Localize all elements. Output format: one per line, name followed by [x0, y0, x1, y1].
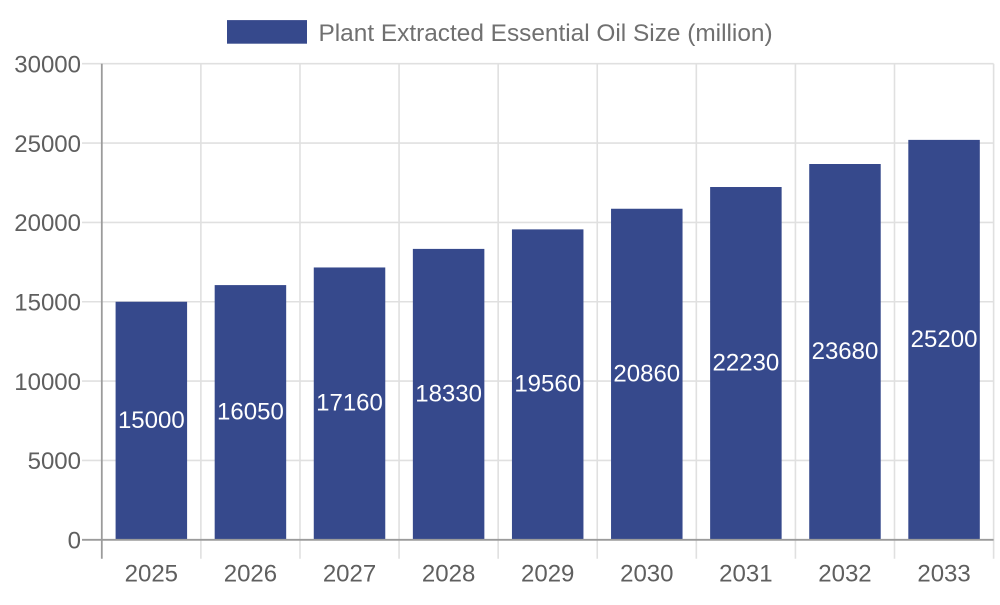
- svg-text:25000: 25000: [14, 131, 81, 158]
- svg-text:2030: 2030: [620, 561, 673, 588]
- svg-text:19560: 19560: [514, 371, 581, 398]
- svg-text:20860: 20860: [613, 360, 680, 387]
- svg-text:0: 0: [68, 528, 81, 555]
- svg-text:15000: 15000: [118, 407, 185, 434]
- svg-text:20000: 20000: [14, 210, 81, 237]
- svg-text:10000: 10000: [14, 369, 81, 396]
- svg-text:2033: 2033: [917, 561, 970, 588]
- svg-text:2032: 2032: [818, 561, 871, 588]
- svg-text:16050: 16050: [217, 398, 284, 425]
- svg-text:30000: 30000: [14, 51, 81, 78]
- svg-text:23680: 23680: [812, 338, 879, 365]
- svg-text:25200: 25200: [911, 326, 978, 353]
- svg-text:15000: 15000: [14, 290, 81, 317]
- svg-text:2026: 2026: [224, 561, 277, 588]
- svg-text:Plant Extracted Essential Oil: Plant Extracted Essential Oil Size (mill…: [319, 20, 773, 47]
- svg-text:2031: 2031: [719, 561, 772, 588]
- svg-text:17160: 17160: [316, 390, 383, 417]
- svg-text:2029: 2029: [521, 561, 574, 588]
- svg-text:5000: 5000: [28, 448, 81, 475]
- svg-text:18330: 18330: [415, 380, 482, 407]
- svg-text:2025: 2025: [125, 561, 178, 588]
- svg-text:2028: 2028: [422, 561, 475, 588]
- svg-text:22230: 22230: [713, 349, 780, 376]
- svg-text:2027: 2027: [323, 561, 376, 588]
